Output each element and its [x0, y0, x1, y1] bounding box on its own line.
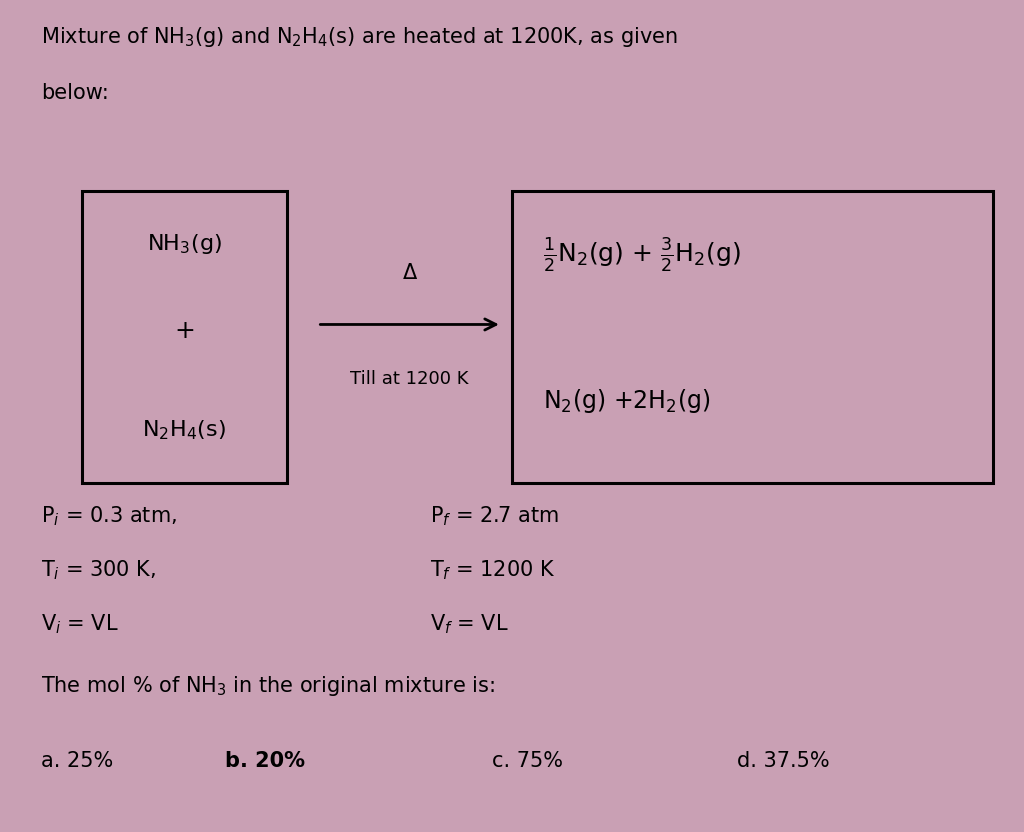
- Text: V$_f$ = VL: V$_f$ = VL: [430, 612, 509, 636]
- Text: The mol % of NH$_3$ in the original mixture is:: The mol % of NH$_3$ in the original mixt…: [41, 675, 495, 698]
- Text: d. 37.5%: d. 37.5%: [737, 751, 829, 771]
- Text: N$_2$H$_4$(s): N$_2$H$_4$(s): [142, 418, 226, 442]
- Text: c. 75%: c. 75%: [492, 751, 562, 771]
- Text: a. 25%: a. 25%: [41, 751, 114, 771]
- Text: +: +: [174, 319, 195, 343]
- Text: Till at 1200 K: Till at 1200 K: [350, 370, 469, 389]
- Bar: [82, 191, 287, 483]
- Text: N$_2$(g) +2H$_2$(g): N$_2$(g) +2H$_2$(g): [543, 387, 711, 415]
- Text: b. 20%: b. 20%: [225, 751, 305, 771]
- Text: Δ: Δ: [402, 263, 417, 283]
- Text: P$_i$ = 0.3 atm,: P$_i$ = 0.3 atm,: [41, 504, 177, 527]
- Text: NH$_3$(g): NH$_3$(g): [146, 232, 222, 255]
- Text: P$_f$ = 2.7 atm: P$_f$ = 2.7 atm: [430, 504, 559, 527]
- Text: $\frac{1}{2}$N$_2$(g) + $\frac{3}{2}$H$_2$(g): $\frac{1}{2}$N$_2$(g) + $\frac{3}{2}$H$_…: [543, 236, 740, 275]
- Text: T$_i$ = 300 K,: T$_i$ = 300 K,: [41, 558, 156, 582]
- Text: below:: below:: [41, 83, 109, 103]
- Text: V$_i$ = VL: V$_i$ = VL: [41, 612, 119, 636]
- Text: T$_f$ = 1200 K: T$_f$ = 1200 K: [430, 558, 555, 582]
- Text: Mixture of NH$_3$(g) and N$_2$H$_4$(s) are heated at 1200K, as given: Mixture of NH$_3$(g) and N$_2$H$_4$(s) a…: [41, 25, 678, 49]
- Bar: [512, 191, 993, 483]
